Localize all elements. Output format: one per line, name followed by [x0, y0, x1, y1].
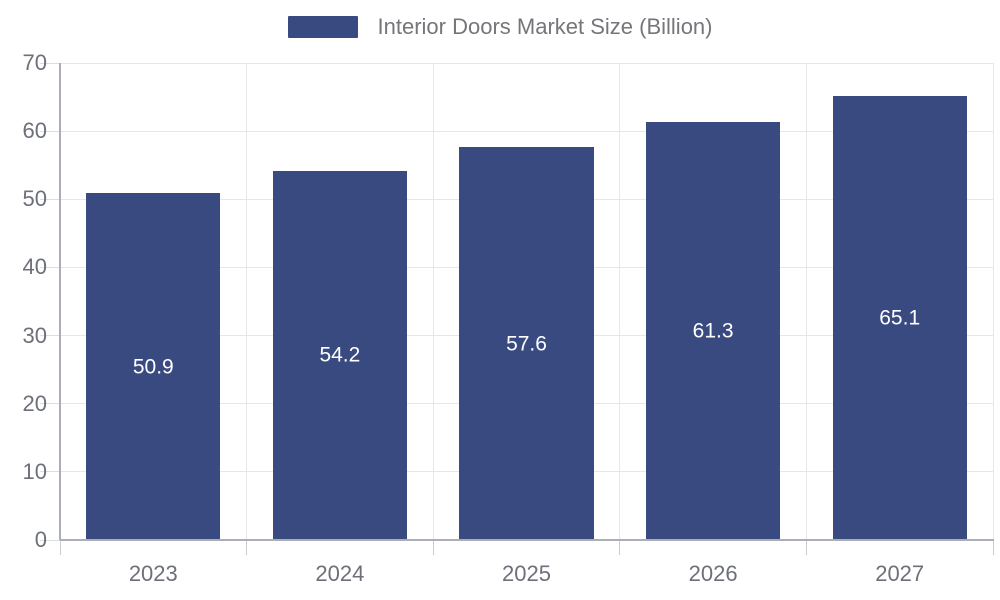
y-tick-label: 40	[22, 254, 47, 280]
x-axis-tick	[246, 540, 248, 555]
gridline-vertical	[805, 63, 807, 540]
y-tick-label: 50	[22, 186, 47, 212]
legend-label: Interior Doors Market Size (Billion)	[377, 14, 713, 39]
legend-swatch	[287, 16, 358, 38]
x-axis-tick	[432, 540, 434, 555]
x-axis-tick	[805, 540, 807, 555]
y-tick-label: 60	[22, 118, 47, 144]
y-tick-label: 0	[34, 527, 47, 552]
gridline-vertical	[246, 63, 248, 540]
y-tick-label: 20	[22, 390, 47, 416]
gridline-vertical	[432, 63, 434, 540]
bar[interactable]	[86, 193, 221, 540]
y-tick-label: 70	[22, 50, 47, 75]
y-tick-label: 30	[22, 322, 47, 348]
y-axis-line	[59, 63, 61, 540]
bar[interactable]	[832, 96, 967, 540]
x-tick-label: 2027	[875, 561, 925, 586]
bar[interactable]	[459, 147, 594, 540]
x-axis-tick	[619, 540, 621, 555]
x-axis-tick	[992, 540, 994, 555]
gridline-vertical	[619, 63, 621, 540]
y-tick-label: 10	[22, 458, 47, 484]
legend[interactable]: Interior Doors Market Size (Billion)	[0, 14, 1000, 40]
x-axis-tick	[59, 540, 61, 555]
bar[interactable]	[272, 170, 408, 540]
x-tick-label: 2026	[688, 561, 738, 586]
gridline-horizontal	[60, 62, 993, 64]
x-tick-label: 2024	[315, 561, 365, 586]
x-tick-label: 2023	[128, 561, 178, 586]
x-tick-label: 2025	[502, 561, 551, 586]
bar[interactable]	[645, 122, 781, 540]
gridline-vertical	[992, 63, 994, 540]
